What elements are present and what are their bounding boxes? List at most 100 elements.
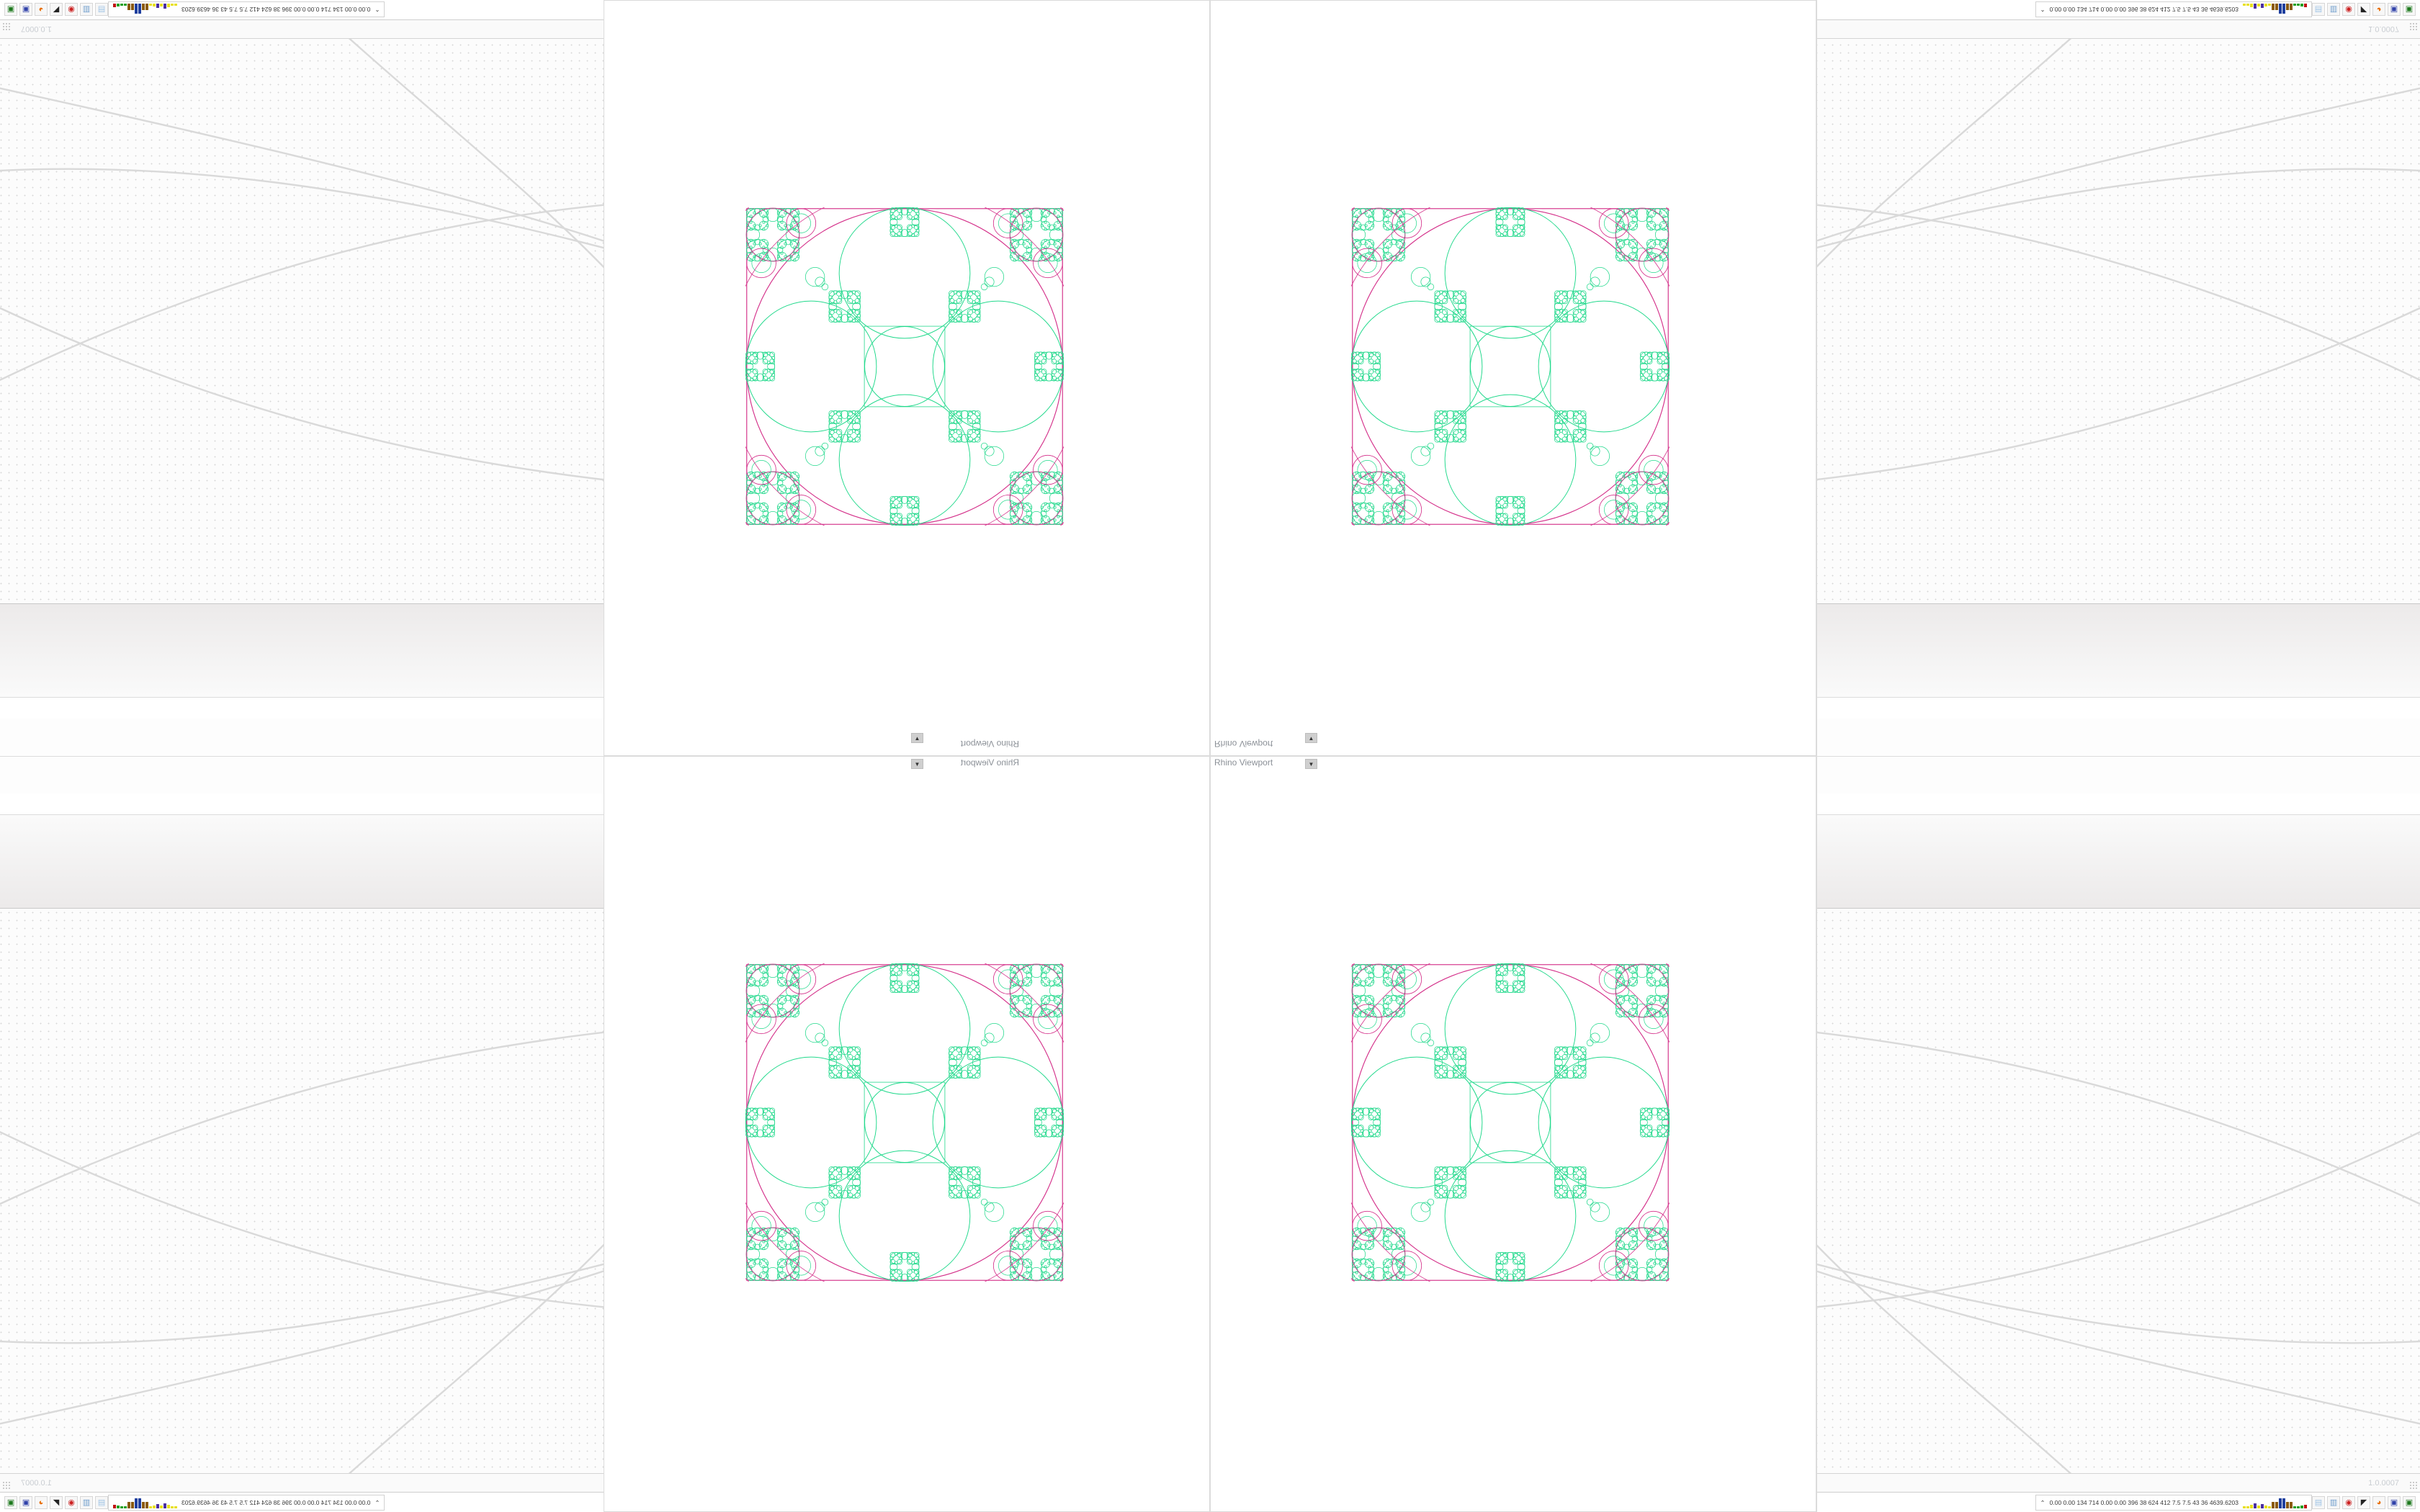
sysmon-bar xyxy=(174,1506,177,1508)
task-blackapp-icon[interactable]: ◤ xyxy=(2357,3,2370,17)
task-calculator-icon[interactable]: ▥ xyxy=(80,1495,93,1509)
sysmon-bar xyxy=(2282,4,2285,14)
task-redapp-icon[interactable]: ◉ xyxy=(2342,1495,2355,1509)
sysmon-values: 0.00 0.00 134 714 0.00 0.00 396 38 624 4… xyxy=(2049,6,2238,13)
rhino-viewport-pane[interactable] xyxy=(1210,756,1816,1512)
sysmon-bar xyxy=(124,4,127,6)
task-save-icon[interactable]: ▣ xyxy=(2388,3,2401,17)
sysmon-graph xyxy=(2243,4,2307,15)
system-monitor[interactable]: ⌃ 0.00 0.00 134 714 0.00 0.00 396 38 624… xyxy=(2035,1495,2312,1511)
task-redapp-icon[interactable]: ◉ xyxy=(2342,3,2355,17)
resize-grip[interactable] xyxy=(2409,22,2418,31)
viewport-scroll-down-button[interactable]: ▼ xyxy=(911,759,923,769)
task-blackapp-icon[interactable]: ◤ xyxy=(2357,1495,2370,1509)
system-monitor[interactable]: ⌃ 0.00 0.00 134 714 0.00 0.00 396 38 624… xyxy=(2035,1,2312,17)
panel-divider xyxy=(0,756,2420,757)
task-firefox-icon[interactable]: ◕ xyxy=(2372,1495,2385,1509)
task-calculator-icon[interactable]: ▥ xyxy=(2327,3,2340,17)
sysmon-bar xyxy=(2268,1506,2271,1508)
task-calculator-icon[interactable]: ▥ xyxy=(2327,1495,2340,1509)
sysmon-bar xyxy=(174,4,177,6)
sysmon-bar xyxy=(2264,4,2267,7)
task-terminal-icon[interactable]: ▣ xyxy=(2403,3,2416,17)
resize-grip[interactable] xyxy=(2,1481,11,1490)
sysmon-bar xyxy=(142,4,145,11)
sysmon-bar xyxy=(2261,1503,2264,1508)
task-save-icon[interactable]: ▣ xyxy=(19,3,32,17)
sysmon-bar xyxy=(2300,1505,2303,1508)
apollonian-gasket xyxy=(681,899,1128,1346)
sysmon-caret: ⌃ xyxy=(375,1498,380,1506)
sysmon-bar xyxy=(156,1503,159,1508)
task-terminal-icon[interactable]: ▣ xyxy=(4,3,17,17)
sysmon-bar xyxy=(2268,4,2271,6)
resize-grip[interactable] xyxy=(2,22,11,31)
system-monitor[interactable]: ⌃ 0.00 0.00 134 714 0.00 0.00 396 38 624… xyxy=(108,1495,385,1511)
sysmon-bar xyxy=(2279,4,2282,14)
rhino-viewport-label: Rhino Viewport xyxy=(960,757,1019,768)
sysmon-bar xyxy=(117,4,120,7)
task-blackapp-icon[interactable]: ◤ xyxy=(50,3,63,17)
sysmon-bar xyxy=(2250,1504,2253,1508)
task-redapp-icon[interactable]: ◉ xyxy=(65,3,78,17)
sysmon-caret: ⌃ xyxy=(2040,6,2045,14)
sysmon-caret: ⌃ xyxy=(375,6,380,14)
sysmon-values: 0.00 0.00 134 714 0.00 0.00 396 38 624 4… xyxy=(182,6,371,13)
apollonian-gasket xyxy=(681,143,1128,590)
sysmon-bar xyxy=(167,4,170,8)
system-monitor[interactable]: ⌃ 0.00 0.00 134 714 0.00 0.00 396 38 624… xyxy=(108,1,385,17)
task-notepad2-icon[interactable]: ▤ xyxy=(95,3,108,17)
apollonian-gasket xyxy=(1287,143,1734,590)
sysmon-bar xyxy=(2250,4,2253,8)
sysmon-bar xyxy=(2297,1506,2300,1508)
task-blackapp-icon[interactable]: ◤ xyxy=(50,1495,63,1509)
sysmon-bar xyxy=(2286,1501,2289,1508)
sysmon-bar xyxy=(117,1505,120,1508)
viewport-scroll-down-button[interactable]: ▼ xyxy=(1305,759,1317,769)
sysmon-bar xyxy=(2293,4,2296,6)
sysmon-bar xyxy=(2254,1503,2257,1508)
sysmon-bar xyxy=(160,1505,163,1508)
sysmon-bar xyxy=(163,1503,166,1508)
task-redapp-icon[interactable]: ◉ xyxy=(65,1495,78,1509)
sysmon-bar xyxy=(2275,4,2278,11)
sysmon-bar xyxy=(2246,1506,2249,1508)
viewport-scroll-up-button[interactable]: ▲ xyxy=(1305,733,1317,743)
task-firefox-icon[interactable]: ◕ xyxy=(35,1495,48,1509)
rhino-viewport-label: Rhino Viewport xyxy=(1214,739,1273,749)
sysmon-bar xyxy=(2297,4,2300,6)
sysmon-bar xyxy=(138,1498,141,1508)
sysmon-bar xyxy=(2290,4,2293,11)
rhino-viewport-pane[interactable] xyxy=(604,0,1210,756)
sysmon-bar xyxy=(135,1498,138,1508)
task-save-icon[interactable]: ▣ xyxy=(19,1495,32,1509)
task-terminal-icon[interactable]: ▣ xyxy=(4,1495,17,1509)
sysmon-bar xyxy=(2246,4,2249,6)
task-notepad2-icon[interactable]: ▤ xyxy=(95,1495,108,1509)
viewport-scroll-up-button[interactable]: ▲ xyxy=(911,733,923,743)
sysmon-bar xyxy=(167,1504,170,1508)
sysmon-graph xyxy=(113,1498,177,1508)
task-notepad2-icon[interactable]: ▤ xyxy=(2312,3,2325,17)
sysmon-values: 0.00 0.00 134 714 0.00 0.00 396 38 624 4… xyxy=(2049,1499,2238,1506)
task-firefox-icon[interactable]: ◕ xyxy=(2372,3,2385,17)
rhino-viewport-pane[interactable] xyxy=(604,756,1210,1512)
task-notepad2-icon[interactable]: ▤ xyxy=(2312,1495,2325,1509)
sysmon-bar xyxy=(2304,1504,2307,1508)
sysmon-bar xyxy=(163,4,166,9)
version-label: 1.0.0007 xyxy=(21,24,52,34)
rhino-viewport-pane[interactable] xyxy=(1210,0,1816,756)
sysmon-bar xyxy=(2282,1498,2285,1508)
sysmon-caret: ⌃ xyxy=(2040,1498,2045,1506)
sysmon-bar xyxy=(113,1504,116,1508)
sysmon-graph xyxy=(2243,1498,2307,1508)
task-save-icon[interactable]: ▣ xyxy=(2388,1495,2401,1509)
task-terminal-icon[interactable]: ▣ xyxy=(2403,1495,2416,1509)
apollonian-gasket-preview xyxy=(1287,143,1734,590)
sysmon-bar xyxy=(2254,4,2257,9)
sysmon-bar xyxy=(2257,4,2260,7)
task-calculator-icon[interactable]: ▥ xyxy=(80,3,93,17)
task-firefox-icon[interactable]: ◕ xyxy=(35,3,48,17)
resize-grip[interactable] xyxy=(2409,1481,2418,1490)
sysmon-bar xyxy=(2243,4,2246,6)
